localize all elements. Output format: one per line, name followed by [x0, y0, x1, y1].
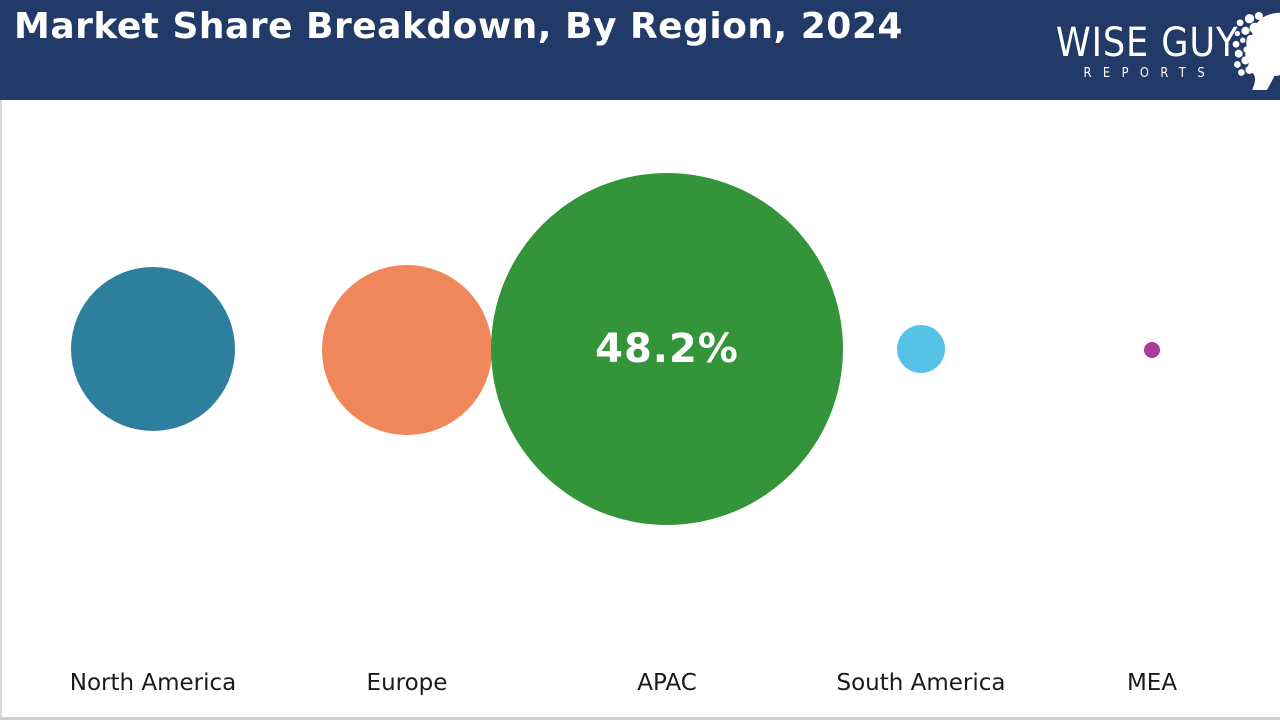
header-bar: Market Share Breakdown, By Region, 2024 … — [0, 0, 1280, 100]
logo-brand-text: WISE GUY — [1055, 19, 1239, 66]
category-label-south-america: South America — [836, 670, 1006, 696]
bubble-south-america — [897, 325, 945, 373]
logo-tagline-text: REPORTS — [1083, 65, 1217, 81]
bubble-north-america — [71, 267, 235, 431]
bubble-europe — [322, 265, 492, 435]
left-edge-line — [0, 100, 2, 718]
bubble-mea — [1144, 342, 1160, 358]
bubble-apac: 48.2% — [491, 173, 843, 525]
bubble-value-label: 48.2% — [595, 326, 739, 372]
page-title: Market Share Breakdown, By Region, 2024 — [14, 6, 903, 47]
bottom-edge-line — [0, 717, 1280, 720]
wiseguy-logo: WISE GUY REPORTS — [1031, 8, 1280, 94]
logo-text-block: WISE GUY REPORTS — [1056, 23, 1239, 80]
category-label-apac: APAC — [637, 670, 697, 696]
category-label-north-america: North America — [69, 670, 237, 696]
category-labels: North America Europe APAC South America MEA — [0, 670, 1280, 704]
category-label-europe: Europe — [366, 670, 448, 696]
wiseguy-face-logo-icon — [1233, 11, 1280, 91]
category-label-mea: MEA — [1126, 670, 1178, 696]
